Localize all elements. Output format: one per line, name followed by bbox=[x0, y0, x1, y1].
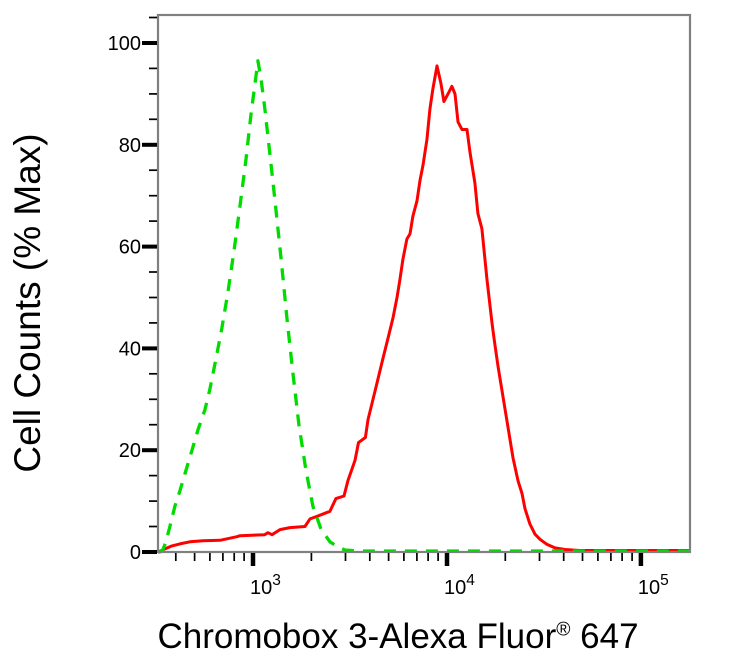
x-axis-title-text: Chromobox 3-Alexa Fluor bbox=[157, 617, 557, 656]
y-tick-label: 100 bbox=[108, 33, 141, 55]
x-axis-title-suffix: 647 bbox=[570, 617, 639, 656]
x-axis-title: Chromobox 3-Alexa Fluor® 647 bbox=[157, 617, 638, 657]
x-tick-label: 104 bbox=[444, 572, 475, 599]
y-tick-label: 60 bbox=[119, 237, 141, 259]
y-tick-label: 0 bbox=[130, 542, 141, 564]
y-tick-label: 40 bbox=[119, 338, 141, 360]
x-tick-label: 103 bbox=[250, 572, 281, 599]
y-axis-title: Cell Counts (% Max) bbox=[7, 133, 48, 473]
x-axis: 103 104 105 bbox=[174, 553, 669, 599]
registered-trademark-symbol: ® bbox=[556, 619, 571, 641]
plot-frame bbox=[156, 13, 692, 554]
control-green-dashed-curve bbox=[158, 59, 690, 554]
y-tick-label: 80 bbox=[119, 135, 141, 157]
series-group bbox=[157, 59, 690, 554]
sample-red-solid-curve bbox=[157, 64, 690, 554]
x-tick-label: 105 bbox=[638, 572, 669, 599]
y-axis: 0 20 40 60 80 100 bbox=[108, 16, 157, 564]
y-tick-label: 20 bbox=[119, 440, 141, 462]
